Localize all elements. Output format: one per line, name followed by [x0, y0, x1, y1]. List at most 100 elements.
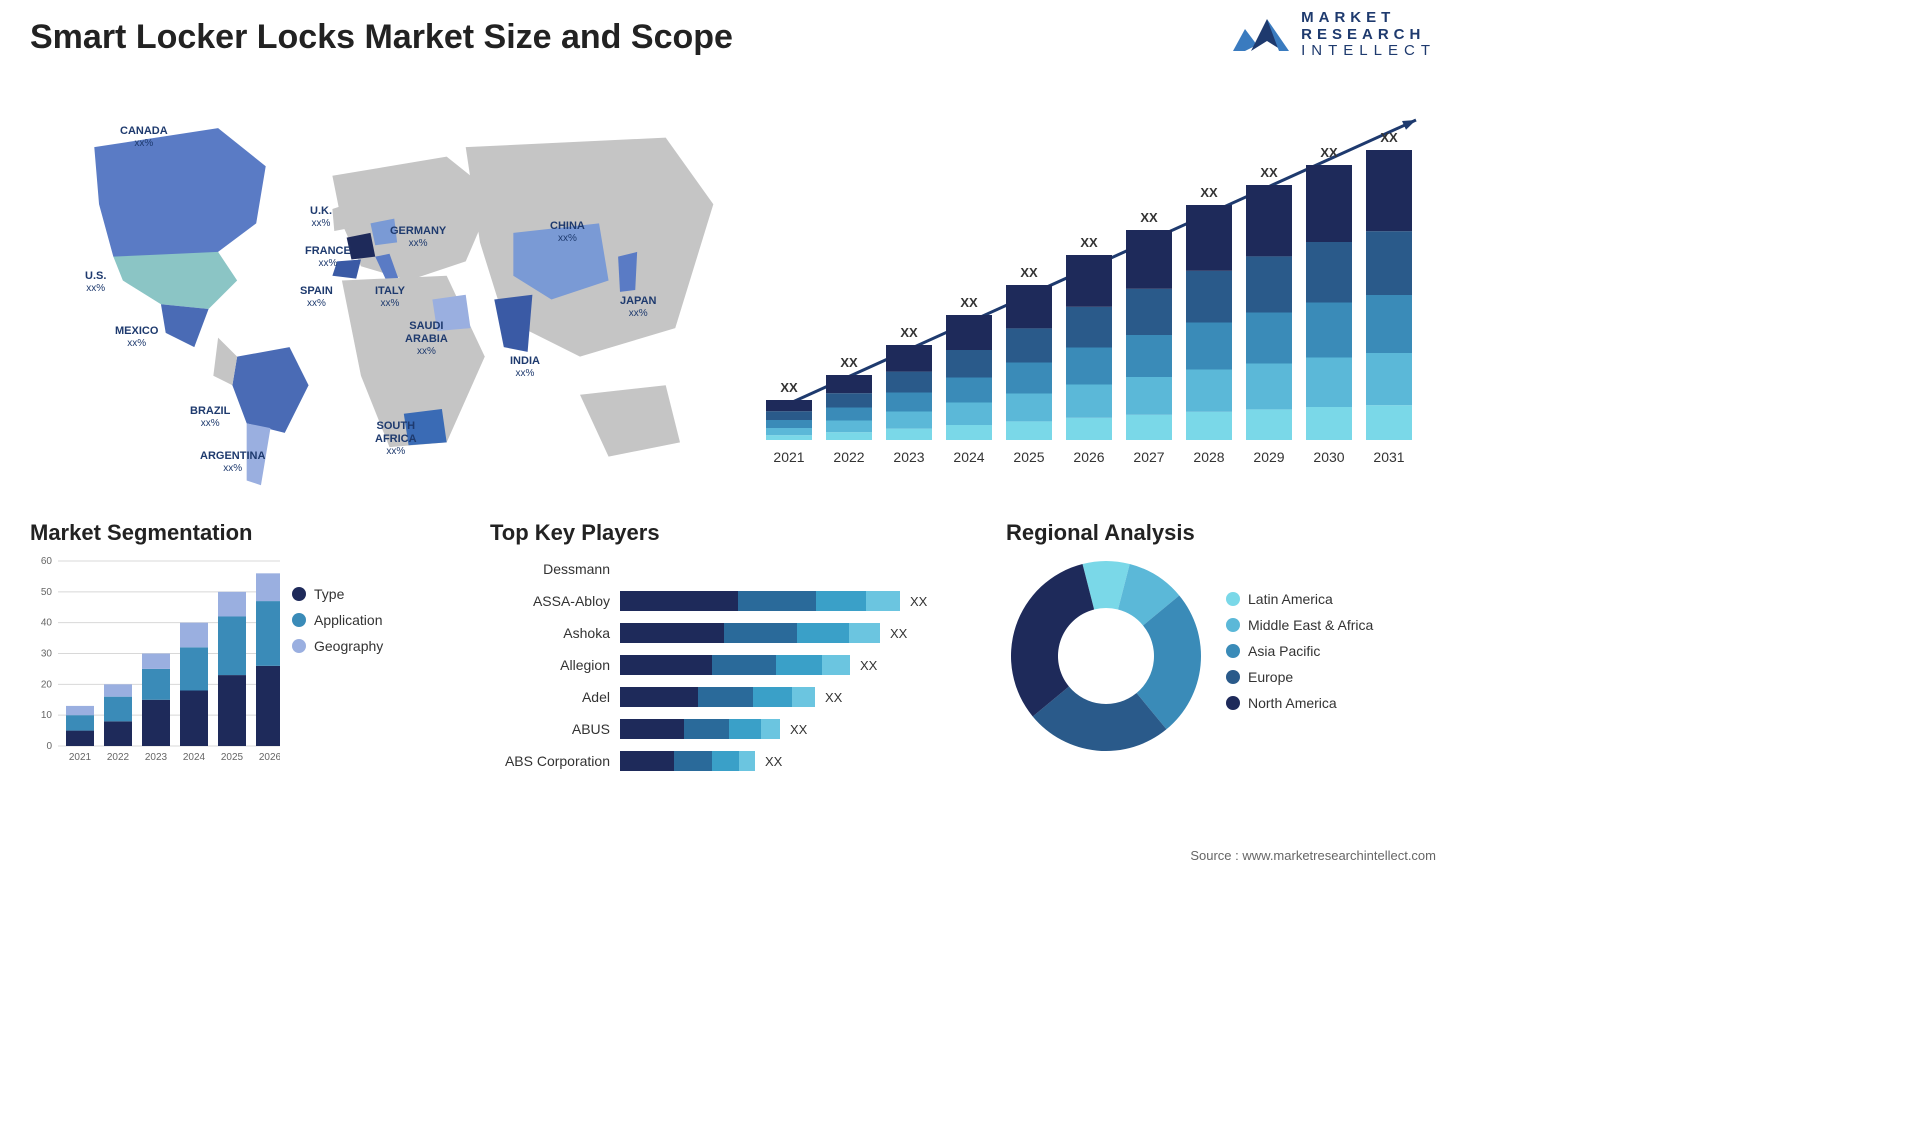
main-bar-seg: [946, 403, 992, 426]
page-title: Smart Locker Locks Market Size and Scope: [30, 18, 733, 57]
main-bar-seg: [826, 408, 872, 421]
kp-name: ABS Corporation: [490, 753, 620, 769]
main-bar-seg: [1306, 358, 1352, 408]
main-bar-seg: [946, 378, 992, 403]
map-label-germany: GERMANYxx%: [390, 225, 446, 250]
seg-legend-item: Geography: [292, 638, 383, 654]
kp-bar-seg: [712, 655, 776, 675]
map-label-japan: JAPANxx%: [620, 295, 656, 320]
main-bar-seg: [1306, 407, 1352, 440]
map-label-mexico: MEXICOxx%: [115, 325, 158, 350]
kp-bar: [620, 687, 815, 707]
kp-name: ASSA-Abloy: [490, 593, 620, 609]
main-bar-year: 2025: [1013, 449, 1044, 465]
seg-bar-seg: [142, 654, 170, 669]
main-bar-label: XX: [1080, 235, 1098, 250]
seg-bar-seg: [66, 706, 94, 715]
main-bar-seg: [1066, 385, 1112, 418]
seg-xtick: 2024: [183, 752, 206, 763]
map-label-canada: CANADAxx%: [120, 125, 168, 150]
main-bar-seg: [1126, 289, 1172, 335]
map-region-india: [494, 295, 532, 352]
kp-bar-seg: [849, 623, 880, 643]
seg-xtick: 2022: [107, 752, 130, 763]
kp-bar-seg: [729, 719, 761, 739]
regional-legend-item: Middle East & Africa: [1226, 617, 1373, 633]
map-label-italy: ITALYxx%: [375, 285, 405, 310]
kp-bar-seg: [698, 687, 753, 707]
main-bar-seg: [826, 375, 872, 393]
kp-bar-seg: [620, 623, 724, 643]
kp-bar-seg: [753, 687, 792, 707]
main-bar-seg: [1306, 303, 1352, 358]
map-region-aus-grey: [580, 385, 680, 456]
main-bar-chart: XX2021XX2022XX2023XX2024XX2025XX2026XX20…: [756, 100, 1436, 480]
kp-row: Adel XX: [490, 684, 990, 710]
kp-name: Dessmann: [490, 561, 620, 577]
seg-bar-seg: [66, 731, 94, 746]
seg-bar-seg: [66, 715, 94, 730]
seg-xtick: 2025: [221, 752, 244, 763]
main-bar-seg: [886, 412, 932, 429]
legend-swatch-icon: [292, 587, 306, 601]
seg-bar-seg: [218, 592, 246, 617]
map-label-argentina: ARGENTINAxx%: [200, 450, 265, 475]
seg-bar-seg: [142, 700, 170, 746]
seg-legend-item: Type: [292, 586, 383, 602]
seg-bar-seg: [142, 669, 170, 700]
regional-donut: [1006, 556, 1206, 756]
kp-value: XX: [825, 690, 842, 705]
map-region-sa-grey: [213, 338, 237, 386]
legend-label: Application: [314, 612, 383, 628]
map-region-brazil: [232, 347, 308, 433]
map-label-southafrica: SOUTHAFRICAxx%: [375, 420, 417, 458]
main-bar-seg: [1366, 150, 1412, 231]
logo-line1: MARKET: [1301, 10, 1436, 27]
legend-label: Geography: [314, 638, 383, 654]
kp-bar: [620, 719, 780, 739]
main-bar-seg: [886, 429, 932, 440]
main-bar-year: 2023: [893, 449, 924, 465]
main-bar-label: XX: [1320, 145, 1338, 160]
main-bar-label: XX: [1020, 265, 1038, 280]
kp-bar-seg: [761, 719, 780, 739]
kp-name: Adel: [490, 689, 620, 705]
main-bar-year: 2028: [1193, 449, 1224, 465]
main-bar-seg: [1246, 409, 1292, 440]
legend-swatch-icon: [1226, 696, 1240, 710]
main-bar-seg: [946, 315, 992, 350]
kp-bar-seg: [866, 591, 900, 611]
seg-ytick: 40: [41, 618, 53, 629]
main-bar-seg: [766, 400, 812, 411]
donut-slice: [1011, 564, 1094, 717]
legend-swatch-icon: [1226, 670, 1240, 684]
legend-swatch-icon: [292, 639, 306, 653]
kp-name: ABUS: [490, 721, 620, 737]
kp-row: ASSA-AbloyXX: [490, 588, 990, 614]
main-bar-seg: [1126, 230, 1172, 289]
map-label-india: INDIAxx%: [510, 355, 540, 380]
main-bar-seg: [1306, 165, 1352, 242]
regional-section: Regional Analysis Latin AmericaMiddle Ea…: [1006, 520, 1436, 756]
map-label-uk: U.K.xx%: [310, 205, 332, 230]
main-bar-seg: [1006, 328, 1052, 362]
main-bar-seg: [1006, 363, 1052, 394]
main-bar-year: 2031: [1373, 449, 1404, 465]
map-region-france: [347, 233, 376, 260]
seg-ytick: 60: [41, 556, 53, 567]
main-bar-label: XX: [1380, 130, 1398, 145]
seg-xtick: 2023: [145, 752, 168, 763]
kp-bar-seg: [712, 751, 739, 771]
main-bar-seg: [766, 435, 812, 440]
logo: MARKET RESEARCH INTELLECT: [1231, 10, 1436, 60]
main-bar-seg: [766, 420, 812, 428]
main-bar-seg: [946, 425, 992, 440]
main-bar-seg: [1186, 412, 1232, 440]
regional-legend-item: Asia Pacific: [1226, 643, 1373, 659]
regional-legend-item: Europe: [1226, 669, 1373, 685]
kp-bar-seg: [620, 655, 712, 675]
main-bar-label: XX: [960, 295, 978, 310]
main-bar-seg: [1306, 242, 1352, 303]
main-bar-seg: [1066, 255, 1112, 307]
main-bar-seg: [1066, 348, 1112, 385]
